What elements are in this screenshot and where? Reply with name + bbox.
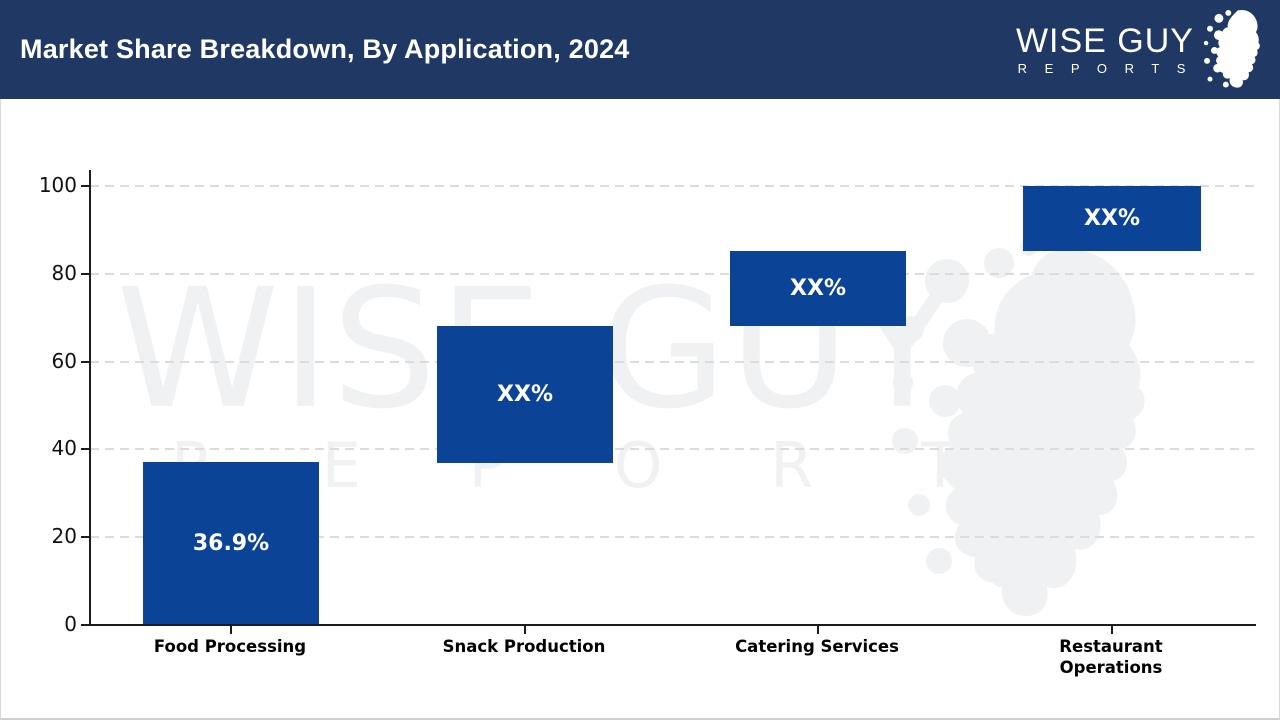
brand-logo-name: WISE GUY [1015, 22, 1194, 60]
y-tick-label: 60 [51, 349, 77, 373]
y-tick-label: 40 [51, 436, 77, 460]
y-tickmark-40 [81, 448, 90, 450]
bar-value-label: XX% [497, 382, 553, 407]
bar-restaurant-operations: XX% [1023, 186, 1201, 251]
bar-snack-production: XX% [437, 326, 613, 463]
y-tickmark-20 [81, 536, 90, 538]
brand-logo: WISE GUY R E P O R T S [1016, 6, 1270, 94]
y-tickmark-100 [81, 185, 90, 187]
y-tick-label: 80 [51, 261, 77, 285]
x-category-label-catering-services: Catering Services [735, 637, 899, 656]
x-category-label-snack-production: Snack Production [442, 637, 606, 656]
y-tickmark-60 [81, 361, 90, 363]
brand-logo-subtext: R E P O R T S [1017, 61, 1193, 76]
chart-canvas: WISE GUY R E P O R T S 100 80 60 40 20 0… [0, 99, 1280, 720]
bar-value-label: XX% [1084, 206, 1140, 231]
watermark-face-icon [892, 232, 1145, 617]
brand-face-icon [1196, 6, 1268, 94]
x-tickmark-snack-production [524, 626, 526, 634]
gridline-60 [90, 361, 1256, 363]
gridline-80 [90, 273, 1256, 275]
x-axis-line [89, 624, 1256, 626]
page-title: Market Share Breakdown, By Application, … [20, 34, 630, 64]
bar-food-processing: 36.9% [143, 462, 319, 624]
x-category-label-restaurant-operations: Restaurant Operations [1059, 637, 1163, 677]
gridline-100 [90, 185, 1256, 187]
x-tickmark-food-processing [230, 626, 232, 634]
y-tickmark-0 [81, 624, 90, 626]
gridline-20 [90, 536, 1256, 538]
bar-catering-services: XX% [730, 251, 906, 326]
x-tickmark-catering-services [817, 626, 819, 634]
y-axis-line [89, 170, 91, 626]
bar-value-label: 36.9% [192, 530, 270, 556]
y-tick-label: 100 [38, 173, 77, 197]
y-tick-label: 20 [51, 524, 77, 548]
gridline-40 [90, 448, 1256, 450]
y-tickmark-80 [81, 273, 90, 275]
y-tick-label: 0 [64, 612, 77, 636]
x-category-label-food-processing: Food Processing [153, 637, 307, 656]
header-bar: Market Share Breakdown, By Application, … [0, 0, 1280, 99]
bar-value-label: XX% [790, 276, 846, 301]
x-tickmark-restaurant-operations [1111, 626, 1113, 634]
